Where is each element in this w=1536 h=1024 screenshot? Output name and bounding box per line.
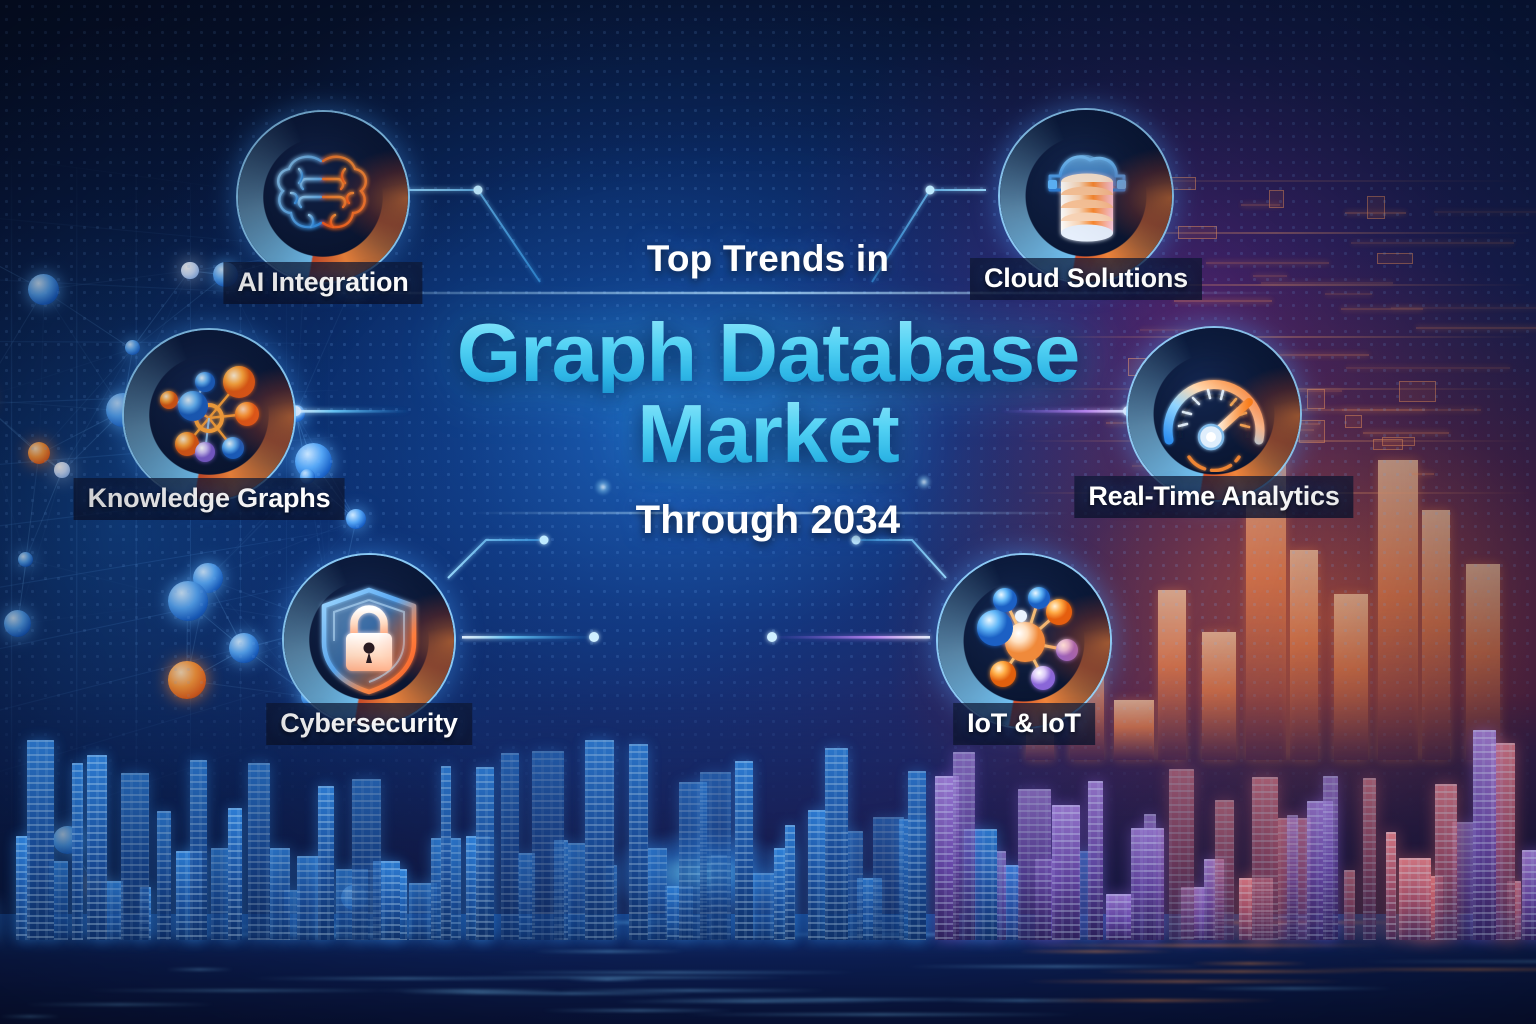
trend-node-cybersecurity[interactable]: Cybersecurity: [266, 555, 472, 745]
lens-flare: [594, 478, 612, 496]
ai-integration-disc[interactable]: [238, 112, 408, 282]
trend-node-real-time-analytics[interactable]: Real-Time Analytics: [1074, 328, 1354, 518]
trend-label-cloud-solutions: Cloud Solutions: [970, 258, 1202, 300]
trend-node-iot[interactable]: IoT & IoT: [938, 555, 1110, 745]
trend-label-knowledge-graphs: Knowledge Graphs: [73, 478, 345, 520]
real-time-analytics-disc[interactable]: [1128, 328, 1300, 500]
iot-disc[interactable]: [938, 555, 1110, 727]
shield-lock-icon: [321, 587, 417, 695]
knowledge-graphs-disc[interactable]: [124, 330, 294, 500]
cybersecurity-disc[interactable]: [284, 555, 454, 725]
cloud-database-icon: [1048, 154, 1126, 242]
trend-label-real-time-analytics: Real-Time Analytics: [1074, 476, 1354, 518]
trend-label-iot: IoT & IoT: [953, 703, 1095, 745]
brain-icon: [277, 155, 367, 239]
trend-label-cybersecurity: Cybersecurity: [266, 703, 472, 745]
trend-node-knowledge-graphs[interactable]: Knowledge Graphs: [73, 330, 345, 520]
trend-node-ai-integration[interactable]: AI Integration: [223, 112, 423, 304]
trend-node-cloud-solutions[interactable]: Cloud Solutions: [970, 110, 1202, 300]
cloud-solutions-disc[interactable]: [1000, 110, 1172, 282]
molecule-network-icon: [977, 587, 1078, 690]
trend-label-ai-integration: AI Integration: [223, 262, 423, 304]
network-graph-icon: [160, 366, 259, 462]
gauge-icon: [1163, 380, 1265, 472]
lens-flare-2: [916, 474, 932, 490]
